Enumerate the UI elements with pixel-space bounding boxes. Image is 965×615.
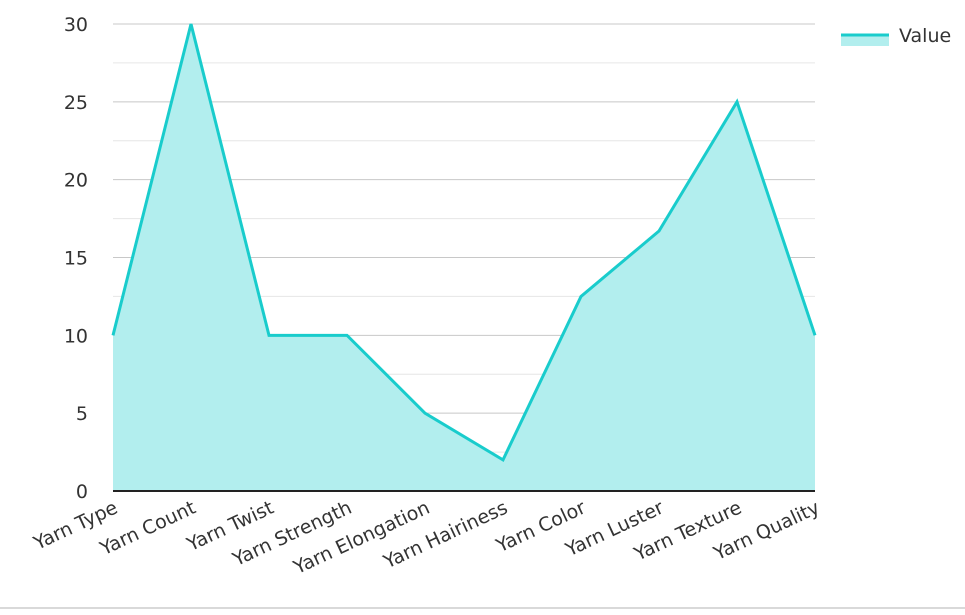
- data-point[interactable]: [499, 456, 507, 464]
- y-tick-label: 20: [64, 170, 88, 192]
- y-tick-label: 30: [64, 14, 88, 36]
- legend-swatch: [841, 34, 889, 46]
- data-point[interactable]: [733, 98, 741, 106]
- data-point[interactable]: [421, 409, 429, 417]
- series-area-fill: [113, 24, 815, 491]
- y-axis-tick-labels: 0 5 10 15 20 25 30: [64, 14, 88, 503]
- data-point[interactable]: [655, 227, 663, 235]
- data-point[interactable]: [187, 20, 195, 28]
- y-tick-label: 25: [64, 92, 88, 114]
- y-tick-label: 10: [64, 325, 88, 347]
- y-tick-label: 15: [64, 248, 88, 270]
- series-line: [111, 23, 817, 463]
- data-point[interactable]: [343, 331, 351, 339]
- data-point[interactable]: [109, 331, 117, 339]
- legend[interactable]: Value: [841, 25, 951, 47]
- series-area-layer: [109, 20, 819, 491]
- bottom-divider: [0, 607, 965, 609]
- data-point[interactable]: [265, 331, 273, 339]
- legend-label: Value: [899, 25, 951, 47]
- y-tick-label: 5: [76, 403, 88, 425]
- data-point[interactable]: [811, 331, 819, 339]
- data-point[interactable]: [577, 292, 585, 300]
- y-tick-label: 0: [76, 481, 88, 503]
